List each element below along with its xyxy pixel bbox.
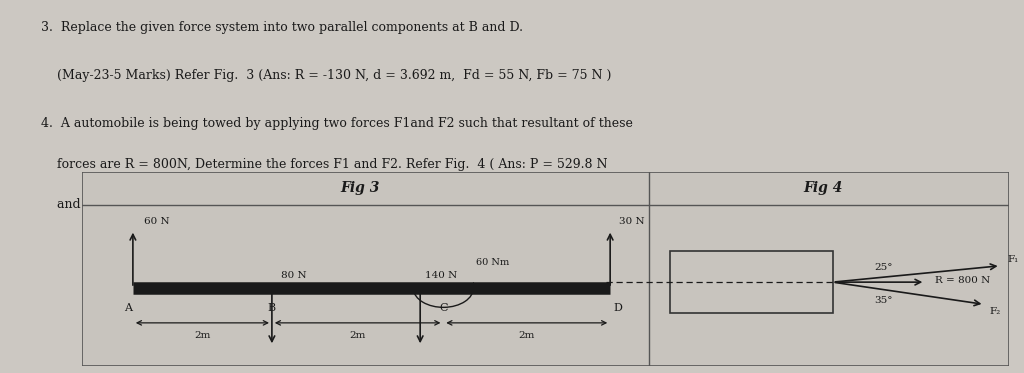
Bar (671, 251, 833, 313)
Text: F₂: F₂ (989, 307, 1000, 316)
Text: 2m: 2m (518, 330, 535, 340)
Text: 25°: 25° (874, 263, 893, 272)
Text: R = 800 N: R = 800 N (935, 276, 990, 285)
Text: D: D (613, 304, 622, 313)
Text: 60 Nm: 60 Nm (476, 258, 509, 267)
Text: 2m: 2m (195, 330, 211, 340)
Text: A: A (124, 304, 132, 313)
Text: 30 N: 30 N (620, 217, 645, 226)
Text: C: C (439, 304, 447, 313)
Text: (May-23-5 Marks) Refer Fig.  3 (Ans: R = -130 N, d = 3.692 m,  Fd = 55 N, Fb = 7: (May-23-5 Marks) Refer Fig. 3 (Ans: R = … (41, 69, 611, 82)
Text: forces are R = 800N, Determine the forces F1 and F2. Refer Fig.  4 ( Ans: P = 52: forces are R = 800N, Determine the force… (41, 157, 607, 170)
Text: 3.  Replace the given force system into two parallel components at B and D.: 3. Replace the given force system into t… (41, 21, 523, 34)
Text: 4.  A automobile is being towed by applying two forces F1and F2 such that result: 4. A automobile is being towed by applyi… (41, 117, 633, 130)
Text: 2m: 2m (349, 330, 366, 340)
Text: and Q = 390.4 N): and Q = 390.4 N) (41, 198, 169, 211)
Text: 80 N: 80 N (282, 271, 307, 280)
Text: Fig 4: Fig 4 (804, 181, 843, 195)
Text: F₁: F₁ (1008, 255, 1019, 264)
Text: 140 N: 140 N (425, 271, 457, 280)
Text: Fig 3: Fig 3 (340, 181, 380, 195)
Text: 35°: 35° (874, 296, 893, 305)
Text: 60 N: 60 N (144, 217, 170, 226)
Text: B: B (268, 304, 275, 313)
